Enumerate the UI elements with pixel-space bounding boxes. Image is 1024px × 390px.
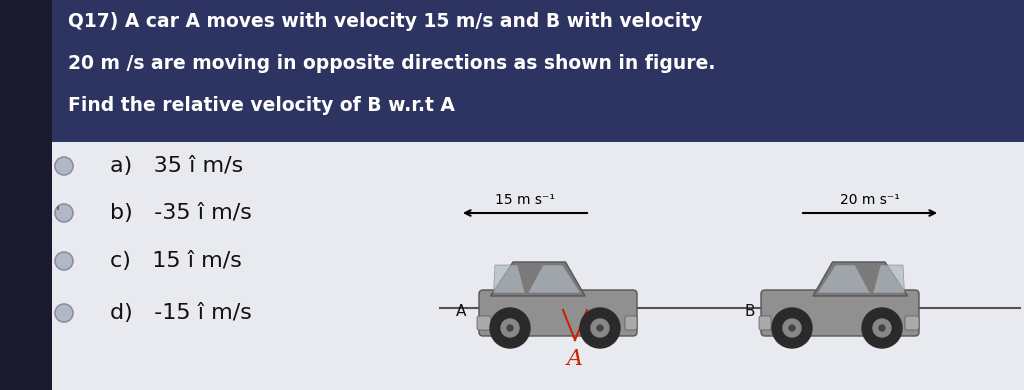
Text: b)   -35 î m/s: b) -35 î m/s [110, 203, 252, 223]
FancyBboxPatch shape [759, 316, 771, 330]
Polygon shape [528, 265, 581, 293]
Text: c)   15 î m/s: c) 15 î m/s [110, 251, 242, 271]
Text: 20 m /s are moving in opposite directions as shown in figure.: 20 m /s are moving in opposite direction… [68, 54, 716, 73]
Circle shape [879, 325, 885, 331]
FancyBboxPatch shape [52, 0, 1024, 142]
Text: 15 m s⁻¹: 15 m s⁻¹ [495, 193, 555, 207]
FancyBboxPatch shape [52, 142, 1024, 390]
Text: B: B [744, 305, 755, 319]
Circle shape [862, 308, 902, 348]
Text: a)   35 î m/s: a) 35 î m/s [110, 156, 244, 176]
FancyBboxPatch shape [905, 316, 919, 330]
Text: d)   -15 î m/s: d) -15 î m/s [110, 303, 252, 323]
Text: Q17) A car A moves with velocity 15 m/s and B with velocity: Q17) A car A moves with velocity 15 m/s … [68, 12, 702, 31]
FancyBboxPatch shape [0, 0, 52, 390]
Polygon shape [494, 265, 525, 293]
Text: Find the relative velocity of B w.r.t A: Find the relative velocity of B w.r.t A [68, 96, 455, 115]
Text: A: A [567, 348, 583, 370]
Circle shape [591, 319, 609, 337]
Circle shape [597, 325, 603, 331]
Circle shape [501, 319, 519, 337]
Text: 20 m s⁻¹: 20 m s⁻¹ [840, 193, 900, 207]
Circle shape [55, 204, 73, 222]
Circle shape [490, 308, 530, 348]
Polygon shape [490, 262, 585, 296]
Circle shape [55, 304, 73, 322]
Circle shape [55, 252, 73, 270]
Circle shape [55, 157, 73, 175]
FancyBboxPatch shape [477, 316, 490, 330]
Polygon shape [817, 265, 870, 293]
FancyBboxPatch shape [761, 290, 919, 336]
Circle shape [783, 319, 801, 337]
Circle shape [580, 308, 620, 348]
Text: ': ' [56, 206, 60, 220]
Circle shape [507, 325, 513, 331]
Text: A: A [456, 305, 466, 319]
Polygon shape [873, 265, 904, 293]
FancyBboxPatch shape [625, 316, 637, 330]
Circle shape [790, 325, 795, 331]
Circle shape [772, 308, 812, 348]
Circle shape [873, 319, 891, 337]
Polygon shape [813, 262, 907, 296]
FancyBboxPatch shape [479, 290, 637, 336]
